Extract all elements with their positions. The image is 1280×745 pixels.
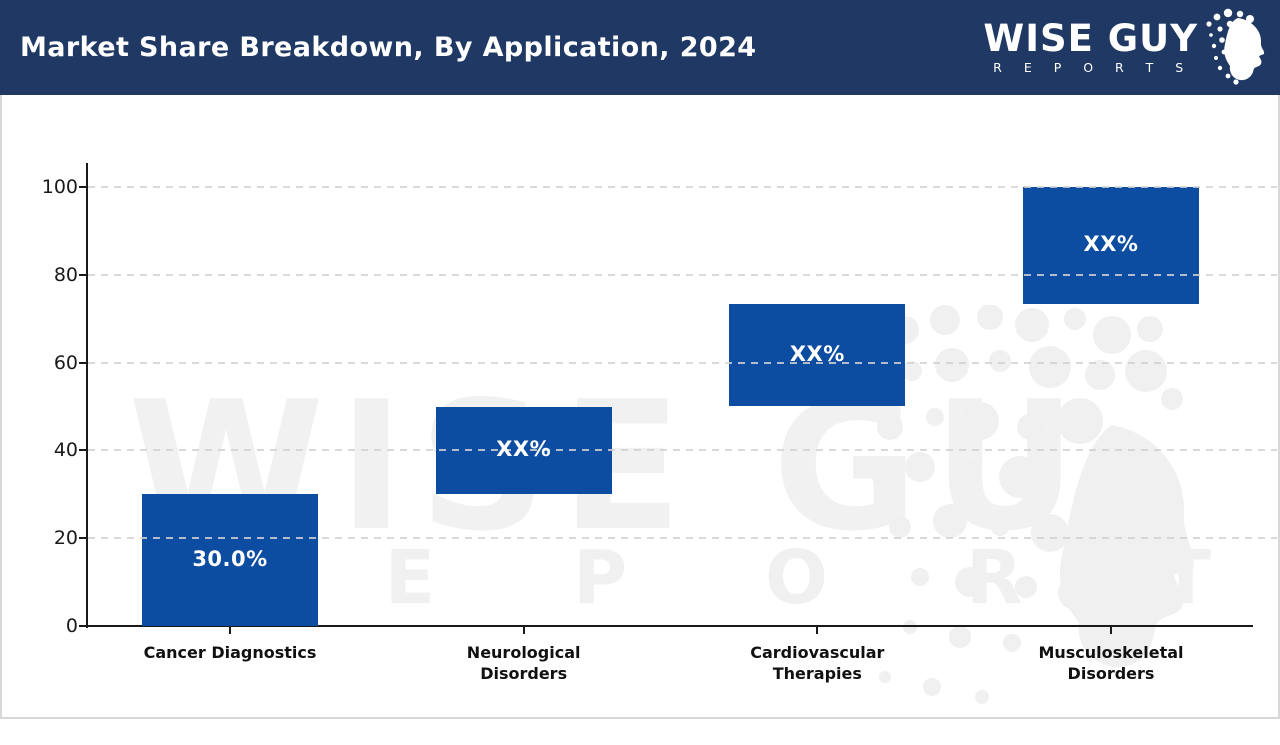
y-axis-line <box>86 163 88 628</box>
gridline <box>88 186 1277 188</box>
wise-guy-reports-logo: WISE GUY R E P O R T S <box>983 8 1280 88</box>
x-tick-mark <box>522 627 525 634</box>
y-tick-mark <box>79 449 86 452</box>
bar-value-label: XX% <box>1083 232 1139 257</box>
bar-value-label: XX% <box>789 342 845 367</box>
y-tick-label: 80 <box>53 263 78 286</box>
category-label-neurological-disorders: Neurological Disorders <box>466 643 581 683</box>
y-tick-mark <box>79 537 86 540</box>
y-tick-mark <box>79 625 86 627</box>
gridline <box>88 537 1277 540</box>
gridline <box>88 273 1277 276</box>
bar-musculoskeletal-disorders <box>1023 187 1199 304</box>
bar-cardiovascular-therapies <box>729 303 906 407</box>
screenshot-root: { "header": { "title": "Market Share Bre… <box>0 0 1280 720</box>
logo-text: WISE GUY R E P O R T S <box>983 17 1198 76</box>
gridline <box>88 449 1277 452</box>
y-tick-label: 20 <box>53 527 78 550</box>
page-title: Market Share Breakdown, By Application, … <box>20 32 757 63</box>
y-tick-mark <box>79 186 86 188</box>
logo-subtitle: R E P O R T S <box>993 60 1193 75</box>
category-label-cancer-diagnostics: Cancer Diagnostics <box>143 643 317 662</box>
y-tick-mark <box>79 273 86 276</box>
dotted-face-icon <box>1206 8 1265 85</box>
bar-value-label: XX% <box>496 437 552 462</box>
x-tick-mark <box>229 627 231 634</box>
category-label-cardiovascular-therapies: Cardiovascular Therapies <box>750 643 885 683</box>
x-tick-mark <box>1110 627 1112 634</box>
x-tick-mark <box>816 627 819 634</box>
y-tick-label: 40 <box>53 439 78 462</box>
x-axis-line <box>88 625 1253 627</box>
header-bar: Market Share Breakdown, By Application, … <box>0 0 1280 95</box>
y-tick-mark <box>79 361 86 364</box>
bar-cancer-diagnostics <box>142 494 318 626</box>
y-tick-label: 0 <box>65 615 78 637</box>
logo-wordmark: WISE GUY <box>983 17 1198 60</box>
chart-area: WISE GU R E P O R T S 02040608010030.0%C… <box>0 95 1280 720</box>
bar-value-label: 30.0% <box>192 547 268 572</box>
y-tick-label: 100 <box>41 176 78 198</box>
category-label-musculoskeletal-disorders: Musculoskeletal Disorders <box>1038 643 1184 683</box>
y-tick-label: 60 <box>53 351 78 374</box>
gridline <box>88 361 1277 364</box>
